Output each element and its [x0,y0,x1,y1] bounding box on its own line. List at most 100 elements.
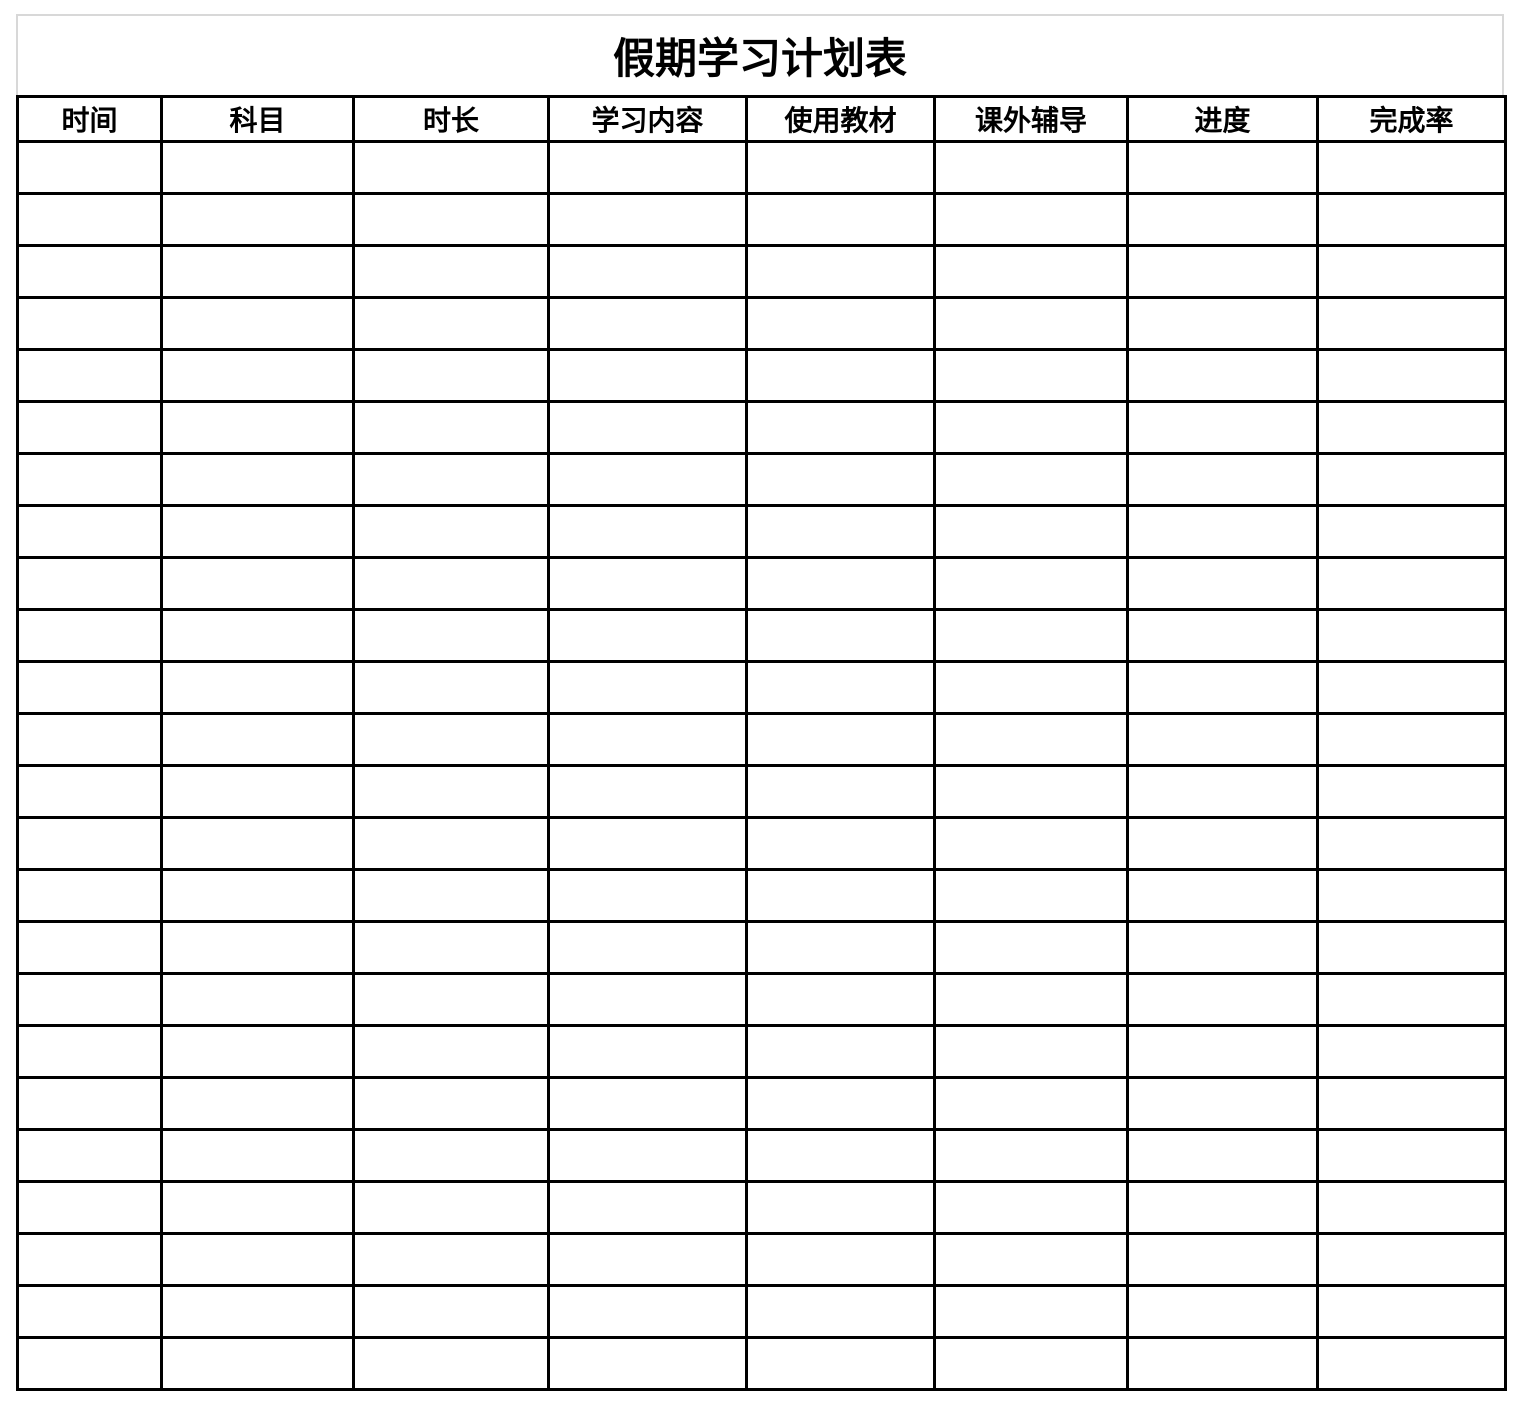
table-cell [160,1024,355,1079]
column-header-progress: 进度 [1126,95,1319,143]
table-cell [933,1128,1129,1183]
table-cell [745,140,936,195]
table-cell [933,764,1129,819]
table-cell [160,348,355,403]
page-title: 假期学习计划表 [16,14,1504,95]
table-cell [745,400,936,455]
table-cell [745,1284,936,1339]
column-header-completion-rate: 完成率 [1316,95,1507,143]
table-cell [352,764,550,819]
table-cell [352,920,550,975]
table-cell [933,712,1129,767]
table-cell [1126,712,1319,767]
table-cell [547,140,748,195]
table-cell [933,608,1129,663]
table-cell [933,1024,1129,1079]
table-cell [1316,296,1507,351]
table-cell [1316,868,1507,923]
table-cell [16,1284,163,1339]
table-cell [16,400,163,455]
table-cell [1316,920,1507,975]
table-cell [547,504,748,559]
header-row: 时间 科目 时长 学习内容 使用教材 课外辅导 进度 完成率 [16,95,1507,143]
table-cell [1316,1232,1507,1287]
table-row [16,504,1507,559]
table-cell [745,920,936,975]
table-row [16,920,1507,975]
table-row [16,764,1507,819]
table-cell [160,712,355,767]
table-cell [1316,1284,1507,1339]
table-cell [160,920,355,975]
table-cell [352,192,550,247]
table-cell [933,348,1129,403]
table-row [16,192,1507,247]
column-header-subject: 科目 [160,95,355,143]
table-cell [1126,764,1319,819]
table-cell [547,608,748,663]
table-cell [352,400,550,455]
table-cell [1316,1180,1507,1235]
table-cell [1126,1180,1319,1235]
table-cell [745,1232,936,1287]
table-cell [352,140,550,195]
table-cell [547,868,748,923]
table-cell [352,608,550,663]
table-cell [1316,764,1507,819]
table-cell [547,1128,748,1183]
table-cell [1316,348,1507,403]
table-cell [745,1076,936,1131]
table-cell [160,296,355,351]
table-cell [547,556,748,611]
table-cell [16,504,163,559]
table-cell [1126,400,1319,455]
table-cell [547,1336,748,1391]
table-cell [1316,504,1507,559]
table-cell [160,868,355,923]
table-cell [745,972,936,1027]
table-cell [1316,452,1507,507]
table-cell [16,1180,163,1235]
table-cell [352,1024,550,1079]
table-cell [1126,452,1319,507]
table-cell [547,712,748,767]
table-cell [745,452,936,507]
table-cell [1316,816,1507,871]
table-cell [1126,1232,1319,1287]
table-cell [933,920,1129,975]
table-cell [1316,556,1507,611]
table-cell [745,192,936,247]
table-cell [745,348,936,403]
table-cell [352,1180,550,1235]
table-cell [160,504,355,559]
table-cell [1316,192,1507,247]
table-cell [1126,660,1319,715]
table-row [16,556,1507,611]
table-cell [1316,1336,1507,1391]
table-cell [1126,1284,1319,1339]
table-cell [160,764,355,819]
table-cell [745,712,936,767]
table-cell [352,816,550,871]
table-cell [352,296,550,351]
table-cell [547,972,748,1027]
table-cell [1126,868,1319,923]
table-cell [352,1336,550,1391]
table-row [16,660,1507,715]
table-cell [933,660,1129,715]
table-cell [547,348,748,403]
table-cell [352,504,550,559]
table-cell [745,1128,936,1183]
table-cell [352,1284,550,1339]
column-header-time: 时间 [16,95,163,143]
table-cell [745,556,936,611]
table-cell [1126,920,1319,975]
table-cell [933,452,1129,507]
table-cell [1316,244,1507,299]
table-cell [16,1232,163,1287]
table-row [16,712,1507,767]
table-row [16,608,1507,663]
table-row [16,1232,1507,1287]
table-cell [16,296,163,351]
